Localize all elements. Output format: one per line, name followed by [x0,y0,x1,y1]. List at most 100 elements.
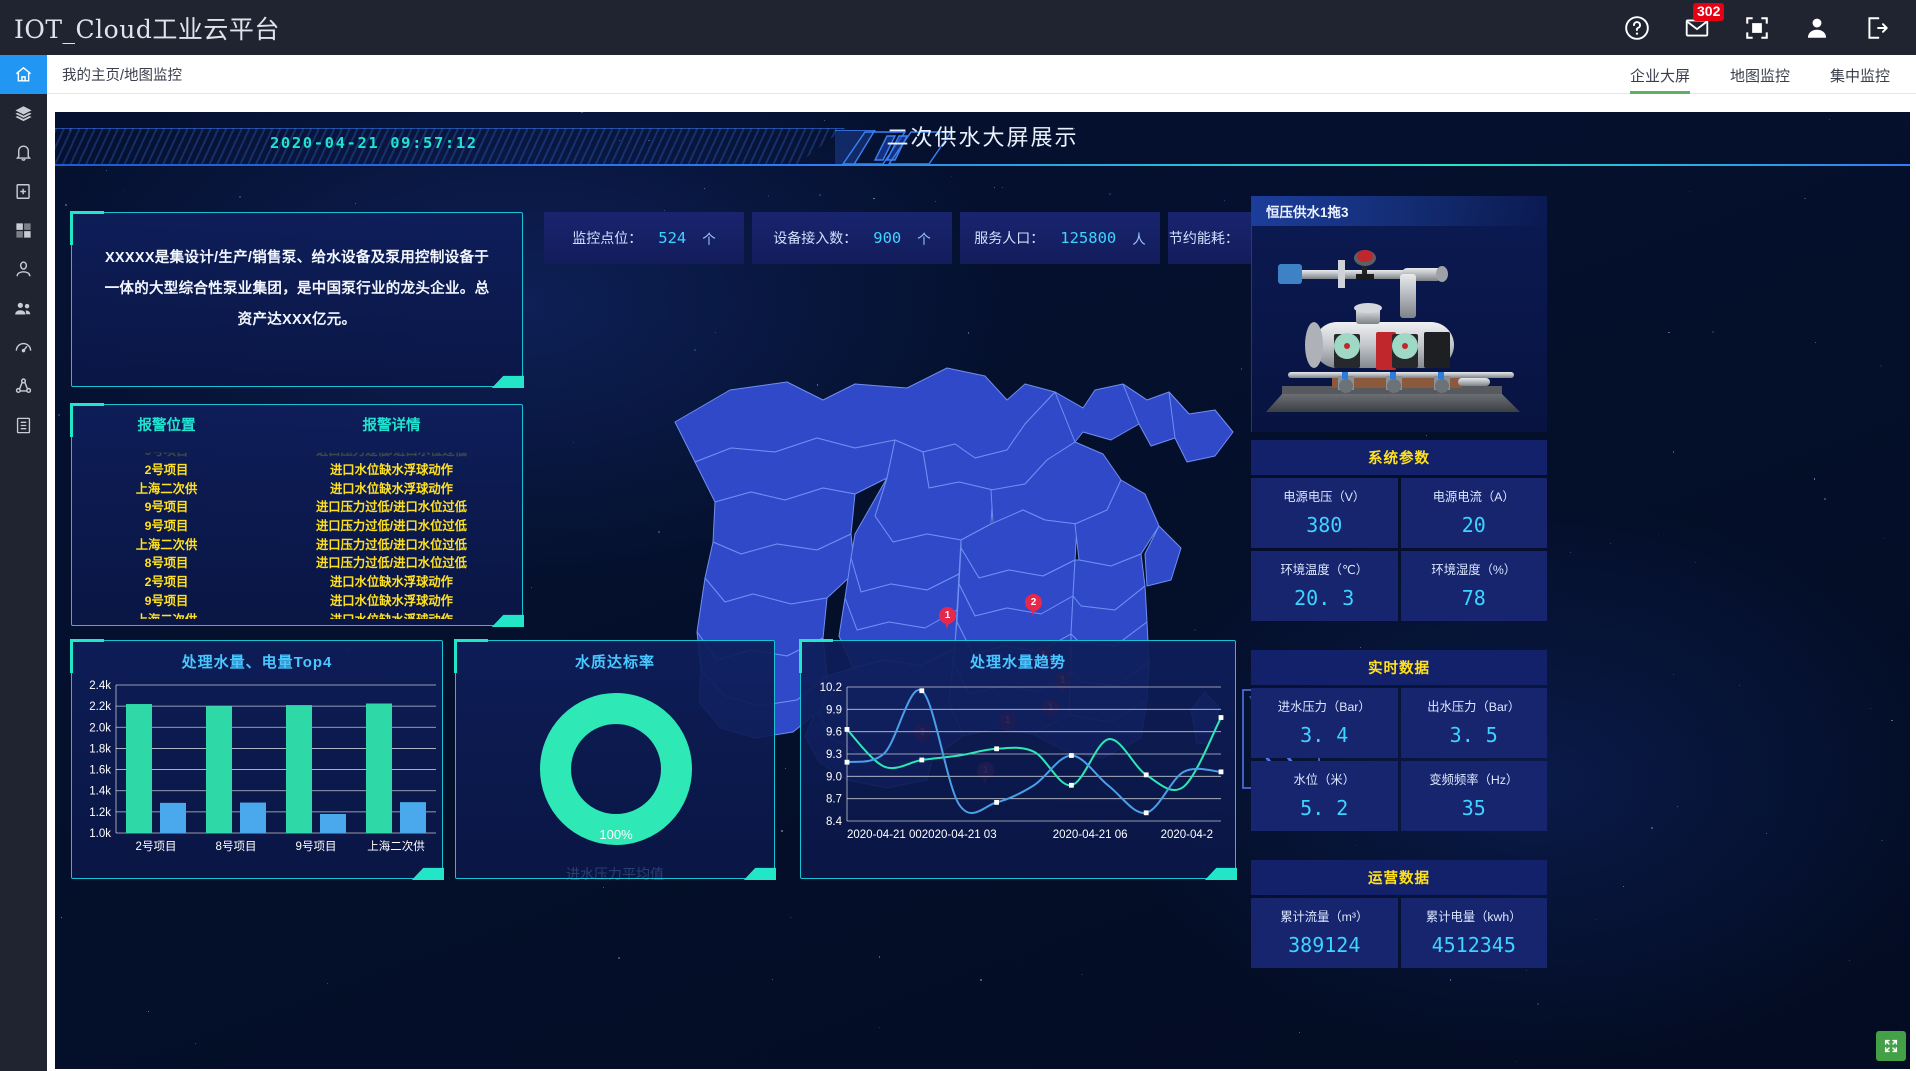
sidebar-item-home[interactable] [0,55,47,94]
alarm-detail: 进口压力过低/进口水位过低 [316,556,467,571]
line-path[interactable] [846,717,1222,792]
stat-label: 监控点位： [572,230,643,246]
alarm-row[interactable]: 9号项目 进口水位缺水浮球动作 [72,591,522,610]
alarm-row[interactable]: 8号项目 进口压力过低/进口水位过低 [72,553,522,572]
param-key: 累计流量（m³） [1280,910,1369,924]
alarm-row[interactable]: 9号项目 进口压力过低/进口水位过低 [72,516,522,535]
line-marker[interactable] [1069,753,1074,758]
bar-y-tick: 1.0k [89,828,111,840]
corner-accent-icon [70,403,104,437]
param-value: 3. 4 [1300,723,1349,747]
help-icon[interactable] [1624,15,1650,41]
fullscreen-icon[interactable] [1744,15,1770,41]
alarm-location: 2号项目 [144,575,189,590]
param-inverter-frequency: 变频频率（Hz） 35 [1400,761,1547,831]
line-marker[interactable] [994,746,999,752]
bar-rect[interactable] [160,802,186,833]
sidebar-item-share[interactable] [0,367,47,406]
param-value: 380 [1306,513,1343,537]
sidebar-item-users[interactable] [0,289,47,328]
line-y-tick: 8.4 [826,816,843,828]
operation-data-block: 运营数据 累计流量（m³） 389124 累计电量（kwh） 4512345 [1251,860,1547,968]
logout-icon[interactable] [1864,15,1890,41]
breadcrumb: 我的主页/地图监控 [62,67,183,84]
ghost-label: 进水压力平均值 [566,866,664,882]
stat-value: 524 [658,229,687,247]
alarm-row[interactable]: 2号项目 进口水位缺水浮球动作 [72,460,522,479]
donut-arc[interactable] [540,693,692,845]
sidebar-item-layers[interactable] [0,94,47,133]
bar-rect[interactable] [286,705,312,833]
alarm-row[interactable]: 上海二次供 进口压力过低/进口水位过低 [72,534,522,553]
sidebar-item-bell[interactable] [0,133,47,172]
line-marker[interactable] [844,759,850,765]
corner-accent-icon [70,639,104,673]
bar-chart-plot[interactable]: 1.0k 1.2k 1.4k 1.6k 1.8k 2.0k 2.2k 2.4k 2号项目 8号项目… [72,671,442,872]
alarm-rows-scroll[interactable]: 9号项目 进口压力过低/进口水位过低 2号项目 进口水位缺水浮球动作 上海二次供 进口水位… [72,441,522,619]
sidebar [0,55,47,1071]
alarm-col-detail: 报警详情 [362,418,421,434]
line-marker[interactable] [994,799,999,805]
bar-rect[interactable] [126,704,152,833]
donut-chart-plot[interactable]: 100% [456,671,774,872]
user-icon[interactable] [1804,15,1830,41]
bar-rect[interactable] [240,802,266,833]
stat-unit: 人 [1132,232,1146,247]
alarm-row[interactable]: 2号项目 进口水位缺水浮球动作 [72,572,522,591]
bar-rect[interactable] [366,703,392,834]
tab-map-monitor[interactable]: 地图监控 [1729,67,1790,85]
alarm-row[interactable]: 上海二次供进口水位缺水浮球动作 [72,478,522,497]
param-total-flow: 累计流量（m³） 389124 [1251,898,1398,968]
sidebar-item-book-plus[interactable] [0,172,47,211]
alarm-location: 8号项目 [144,556,189,571]
tab-enterprise-screen[interactable]: 企业大屏 [1629,65,1690,94]
sidebar-item-list[interactable] [0,406,47,445]
line-chart-plot[interactable]: 8.4 8.7 9.0 9.3 9.6 9.9 10.2 2020-04-21 00 2020-… [801,671,1235,872]
bar-rect[interactable] [320,813,346,833]
alarm-row[interactable]: 9号项目 进口压力过低/进口水位过低 [72,497,522,516]
param-key: 出水压力（Bar） [1427,700,1521,714]
param-water-level: 水位（米） 5. 2 [1251,761,1398,831]
map-marker-pin[interactable]: 2 [1025,594,1042,617]
board-title: 二次供水大屏展示 [886,125,1079,150]
bar-y-tick: 2.0k [89,722,111,734]
param-value: 35 [1461,796,1486,820]
map-marker-pin[interactable]: 1 [939,607,956,630]
bar-rect[interactable] [206,706,232,833]
realtime-data-block: 实时数据 进水压力（Bar） 3. 4 出水压力（Bar） 3. 5 水位（米）… [1251,650,1547,831]
mail-icon[interactable]: 302 [1684,2,1725,41]
line-marker[interactable] [844,727,850,732]
top-bar-icons: 302 [1624,2,1916,41]
line-y-tick: 9.6 [826,727,842,739]
param-value: 78 [1461,586,1486,610]
alarm-location: 上海二次供 [135,537,198,552]
line-marker[interactable] [1069,782,1074,788]
bar-rect[interactable] [400,802,426,833]
line-marker[interactable] [919,688,925,694]
alarm-location: 上海二次供 [72,610,261,619]
fullscreen-expand-icon[interactable] [1876,1031,1906,1061]
param-value: 20 [1461,513,1486,537]
line-path[interactable] [846,689,1222,814]
line-marker[interactable] [1218,769,1224,775]
corner-accent-icon [454,639,488,673]
stat-value: 900 [873,229,902,247]
sidebar-item-grid[interactable] [0,211,47,250]
line-marker[interactable] [919,757,925,763]
alarm-location: 9号项目 [144,519,189,534]
header-underline [55,164,1910,166]
bar-y-tick: 1.6k [89,765,111,777]
alarm-location: 9号项目 [144,500,189,515]
sidebar-item-person[interactable] [0,250,47,289]
sidebar-item-gauge[interactable] [0,328,47,367]
param-key: 进水压力（Bar） [1277,700,1371,714]
line-marker[interactable] [1143,810,1149,816]
line-marker[interactable] [1143,772,1149,778]
line-marker[interactable] [1218,715,1224,720]
alarm-row[interactable]: 9号项目 进口压力过低/进口水位过低 [72,453,522,460]
corner-accent-icon [491,375,524,388]
param-key: 电源电压（V） [1283,490,1366,504]
tab-central-monitor[interactable]: 集中监控 [1829,67,1890,85]
alarm-detail: 进口压力过低/进口水位过低 [316,519,467,534]
